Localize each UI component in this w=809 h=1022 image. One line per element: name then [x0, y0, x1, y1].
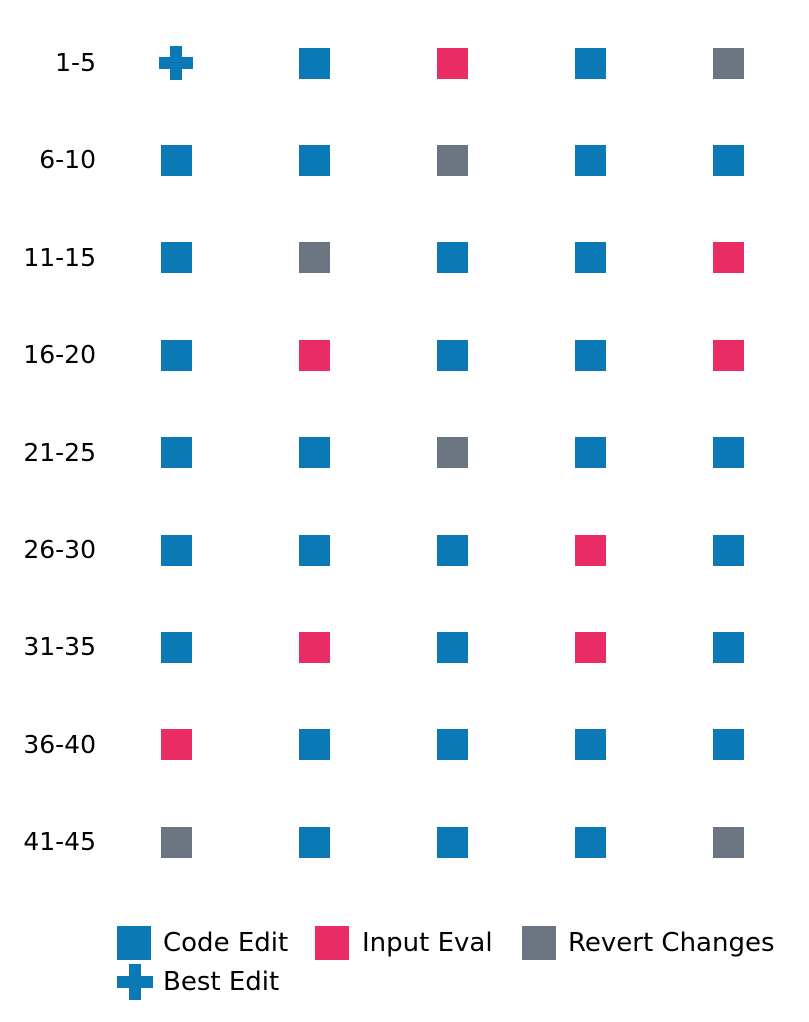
- legend-item-code-edit-swatch: [117, 926, 151, 960]
- marker-code-edit: [160, 631, 192, 663]
- legend-item-best-edit-label: Best Edit: [163, 967, 280, 997]
- legend-item-revert-changes-label: Revert Changes: [568, 928, 775, 958]
- marker-code-edit: [160, 339, 192, 371]
- legend-item-best-edit-swatch: [117, 964, 153, 1000]
- marker-code-edit: [298, 729, 330, 761]
- marker-revert-changes: [712, 47, 744, 79]
- marker-code-edit: [574, 437, 606, 469]
- marker-input-eval: [160, 729, 192, 761]
- marker-code-edit: [574, 826, 606, 858]
- marker-code-edit: [712, 534, 744, 566]
- row-label: 16-20: [23, 340, 96, 370]
- legend-item-input-eval-swatch: [315, 926, 349, 960]
- row-label: 21-25: [23, 437, 96, 467]
- marker-code-edit: [712, 729, 744, 761]
- marker-code-edit: [574, 47, 606, 79]
- marker-input-eval: [298, 631, 330, 663]
- legend-item-input-eval-label: Input Eval: [362, 928, 493, 958]
- marker-code-edit: [436, 631, 468, 663]
- row-label: 6-10: [39, 145, 96, 175]
- row-label: 1-5: [55, 48, 96, 77]
- marker-revert-changes: [160, 826, 192, 858]
- marker-best-edit: [159, 46, 193, 80]
- marker-code-edit: [160, 144, 192, 176]
- marker-revert-changes: [712, 826, 744, 858]
- row-label: 41-45: [23, 827, 96, 857]
- marker-code-edit: [298, 534, 330, 566]
- marker-code-edit: [436, 339, 468, 371]
- marker-code-edit: [574, 144, 606, 176]
- marker-code-edit: [436, 534, 468, 566]
- marker-code-edit: [298, 47, 330, 79]
- marker-input-eval: [712, 242, 744, 274]
- marker-code-edit: [160, 242, 192, 274]
- marker-input-eval: [298, 339, 330, 371]
- marker-code-edit: [574, 242, 606, 274]
- marker-code-edit: [574, 729, 606, 761]
- marker-code-edit: [160, 437, 192, 469]
- marker-revert-changes: [436, 437, 468, 469]
- marker-revert-changes: [298, 242, 330, 274]
- row-label: 31-35: [23, 632, 96, 662]
- marker-code-edit: [574, 339, 606, 371]
- marker-code-edit: [712, 631, 744, 663]
- marker-code-edit: [436, 729, 468, 761]
- marker-code-edit: [436, 242, 468, 274]
- marker-code-edit: [160, 534, 192, 566]
- marker-code-edit: [712, 437, 744, 469]
- row-label: 26-30: [23, 535, 96, 564]
- marker-code-edit: [436, 826, 468, 858]
- legend-item-code-edit-label: Code Edit: [163, 928, 289, 958]
- marker-input-eval: [574, 534, 606, 566]
- row-label: 36-40: [23, 729, 96, 759]
- marker-input-eval: [712, 339, 744, 371]
- row-label: 11-15: [23, 242, 96, 272]
- marker-revert-changes: [436, 144, 468, 176]
- marker-code-edit: [298, 437, 330, 469]
- legend-item-revert-changes-swatch: [522, 926, 556, 960]
- marker-input-eval: [436, 47, 468, 79]
- marker-code-edit: [298, 144, 330, 176]
- marker-code-edit: [712, 144, 744, 176]
- marker-input-eval: [574, 631, 606, 663]
- marker-code-edit: [298, 826, 330, 858]
